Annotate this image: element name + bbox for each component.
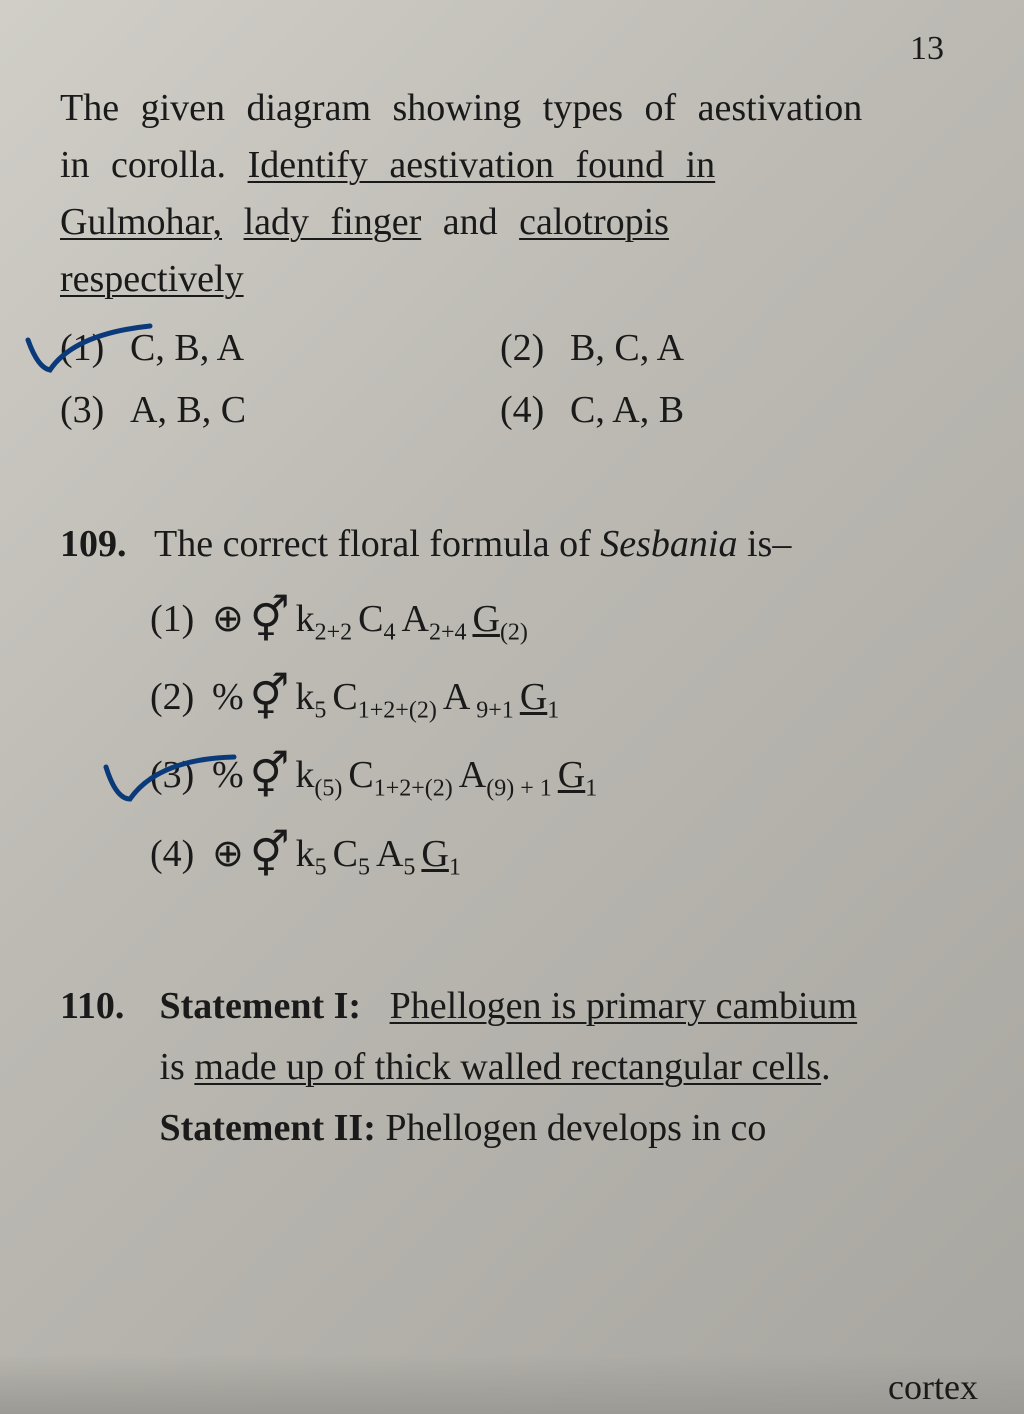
calyx: k(5)	[295, 753, 342, 797]
option-text: C, B, A	[130, 326, 244, 370]
gynoecium: G1	[558, 753, 597, 797]
q110-s1c: made up of thick walled rectangular cell…	[194, 1046, 821, 1088]
q109-opt4: (4) ⊕ ⚥ k5 C5 A5 G1	[150, 831, 984, 876]
symmetry-symbol: ⊕	[212, 596, 244, 641]
q108-line1: The given diagram showing types of aesti…	[60, 87, 862, 129]
q110-s1b: is	[160, 1046, 195, 1088]
q109-stem-post: is–	[738, 523, 792, 565]
q110-number: 110.	[60, 976, 150, 1037]
bisexual-icon: ⚥	[250, 755, 290, 799]
gynoecium: G1	[421, 832, 460, 876]
androecium: A 9+1	[443, 675, 514, 719]
bisexual-icon: ⚥	[250, 834, 290, 878]
q108-line3a: Gulmohar,	[60, 201, 222, 243]
q109: 109. The correct floral formula of Sesba…	[60, 522, 984, 876]
q108-opt4: (4) C, A, B	[500, 388, 940, 432]
androecium: A2+4	[401, 597, 466, 641]
q108-line3d: and	[421, 201, 519, 243]
q108-opt1: (1) C, B, A	[60, 326, 500, 370]
calyx: k2+2	[296, 597, 353, 641]
option-text: A, B, C	[130, 388, 246, 432]
q108-opt3: (3) A, B, C	[60, 388, 500, 432]
q109-opt2: (2) % ⚥ k5 C1+2+(2) A 9+1 G1	[150, 675, 984, 719]
calyx: k5	[296, 832, 327, 876]
q108-line2b: Identify aestivation found in	[248, 144, 716, 186]
q110-s2-text: Phellogen develops in co	[376, 1107, 766, 1149]
q110-s1-label: Statement I:	[160, 985, 362, 1027]
corolla: C1+2+(2)	[348, 753, 452, 797]
option-text: C, A, B	[570, 388, 684, 432]
gynoecium: G(2)	[472, 597, 527, 641]
corolla: C4	[358, 597, 395, 641]
q108-line3b	[222, 201, 244, 243]
q108-line3c: lady finger	[244, 201, 422, 243]
q109-number: 109.	[60, 522, 150, 566]
q108-stem: The given diagram showing types of aesti…	[60, 80, 984, 308]
q109-options: (1) ⊕ ⚥ k2+2 C4 A2+4 G(2) (2) % ⚥ k5 C1+…	[150, 596, 984, 876]
corolla: C1+2+(2)	[332, 675, 436, 719]
q108-line4: respectively	[60, 258, 244, 300]
calyx: k5	[295, 675, 326, 719]
page-number: 13	[910, 30, 944, 68]
symmetry-symbol: %	[212, 675, 244, 719]
option-label: (4)	[150, 832, 206, 876]
q109-opt3: (3) % ⚥ k(5) C1+2+(2) A(9) + 1 G1	[150, 753, 984, 797]
symmetry-symbol: ⊕	[212, 831, 244, 876]
option-label: (2)	[150, 675, 206, 719]
androecium: A5	[376, 832, 415, 876]
bottom-fade	[0, 1354, 1024, 1414]
q110-s1a: Phellogen is primary cambium	[390, 985, 858, 1027]
corolla: C5	[333, 832, 370, 876]
androecium: A(9) + 1	[459, 753, 552, 797]
bisexual-icon: ⚥	[250, 599, 290, 643]
q108-row2: (3) A, B, C (4) C, A, B	[60, 388, 984, 432]
option-label: (1)	[150, 597, 206, 641]
q108-options: (1) C, B, A (2) B, C, A (3) A, B, C (4) …	[60, 326, 984, 432]
q110-s1d: .	[821, 1046, 831, 1088]
q109-stem-italic: Sesbania	[600, 523, 737, 565]
option-label: (3)	[60, 388, 116, 432]
bisexual-icon: ⚥	[250, 677, 290, 721]
gynoecium: G1	[520, 675, 559, 719]
q108-line2a: in corolla.	[60, 144, 248, 186]
trailing-word: cortex	[888, 1366, 978, 1408]
q110: 110. Statement I: Phellogen is primary c…	[60, 976, 984, 1158]
q109-opt1: (1) ⊕ ⚥ k2+2 C4 A2+4 G(2)	[150, 596, 984, 641]
q108-row1: (1) C, B, A (2) B, C, A	[60, 326, 984, 370]
option-label: (1)	[60, 326, 116, 370]
q108-line3e: calotropis	[519, 201, 669, 243]
symmetry-symbol: %	[212, 753, 244, 797]
q109-stem: The correct floral formula of Sesbania i…	[154, 523, 791, 565]
option-label: (3)	[150, 753, 206, 797]
option-label: (4)	[500, 388, 556, 432]
q109-stem-pre: The correct floral formula of	[154, 523, 600, 565]
option-text: B, C, A	[570, 326, 684, 370]
q108-opt2: (2) B, C, A	[500, 326, 940, 370]
q110-s2-label: Statement II:	[160, 1107, 376, 1149]
option-label: (2)	[500, 326, 556, 370]
page: 13 The given diagram showing types of ae…	[0, 0, 1024, 1414]
